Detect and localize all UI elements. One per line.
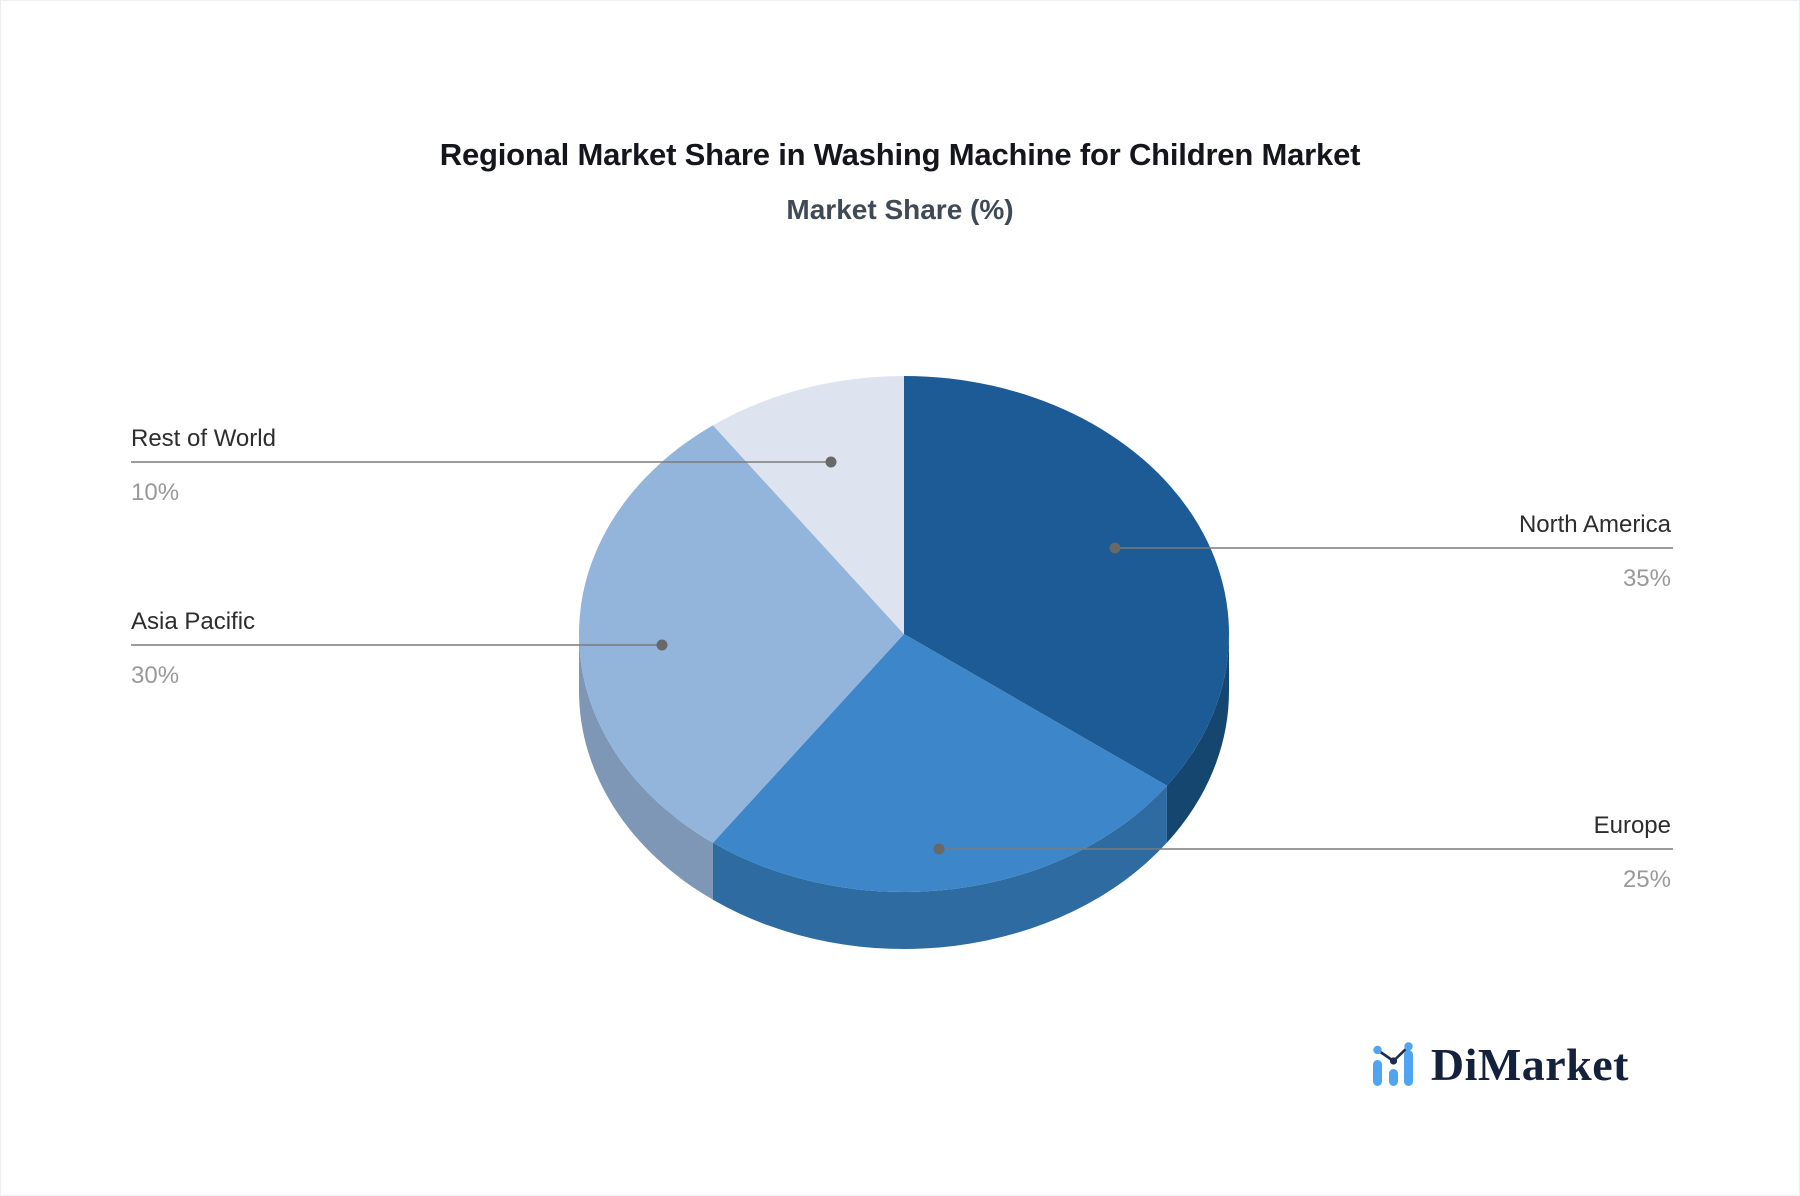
chart-subtitle: Market Share (%) [786, 194, 1014, 225]
slice-label-europe: Europe [1593, 812, 1671, 839]
bar-chart-trend-icon [1372, 1042, 1413, 1086]
slice-percent-asia-pacific: 30% [131, 662, 180, 689]
slice-label-north-america: North America [1518, 511, 1671, 538]
brand-logo: DiMarket [1372, 1041, 1629, 1089]
leader-dot-asia-pacific [656, 639, 668, 651]
pie-side-europe [712, 785, 1167, 950]
pie-leader-lines [131, 456, 1673, 855]
brand-logo-text: DiMarket [1430, 1039, 1629, 1090]
slice-percent-europe: 25% [1622, 866, 1671, 893]
slice-label-asia-pacific: Asia Pacific [131, 608, 256, 635]
pie-slice-north-america [904, 376, 1229, 786]
slice-percent-north-america: 35% [1622, 565, 1671, 592]
slice-percent-rest-of-world: 10% [131, 479, 180, 506]
pie-slice-rest-of-world [712, 376, 904, 634]
chart-title: Regional Market Share in Washing Machine… [439, 137, 1361, 172]
leader-dot-rest-of-world [825, 456, 837, 468]
pie-side-north-america [1166, 634, 1229, 843]
pie-side-asia-pacific [579, 634, 713, 900]
leader-dot-europe [933, 843, 945, 855]
leader-dot-north-america [1109, 542, 1121, 554]
slice-label-rest-of-world: Rest of World [131, 425, 276, 452]
pie-side-walls [579, 634, 1229, 950]
pie-slice-europe [712, 634, 1167, 892]
pie-slice-asia-pacific [578, 425, 904, 843]
pie-top-faces [578, 376, 1229, 892]
